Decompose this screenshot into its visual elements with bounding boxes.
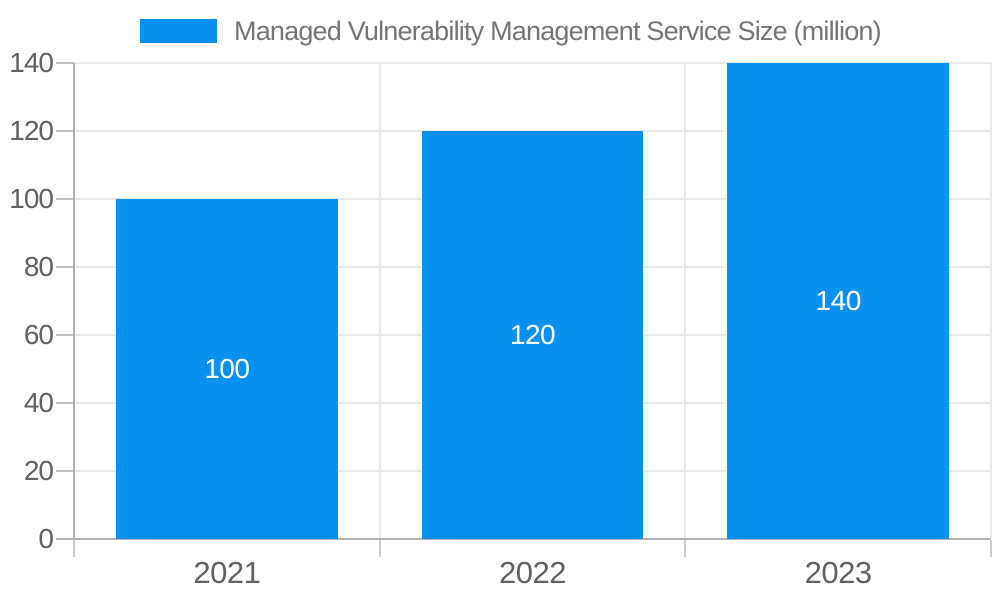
chart-title: Managed Vulnerability Management Service… bbox=[234, 15, 882, 46]
y-axis-tick bbox=[56, 130, 74, 132]
y-axis-tick bbox=[56, 62, 74, 64]
category-gridline bbox=[684, 63, 687, 539]
y-tick-label: 80 bbox=[23, 251, 54, 282]
x-axis-tick bbox=[990, 540, 992, 557]
y-tick-label: 40 bbox=[23, 387, 54, 418]
y-axis-tick bbox=[56, 334, 74, 336]
y-tick-label: 140 bbox=[9, 47, 54, 78]
bar-value-label: 100 bbox=[204, 353, 250, 384]
x-tick-label: 2022 bbox=[499, 555, 566, 590]
y-axis-tick bbox=[56, 266, 74, 268]
x-tick-label: 2023 bbox=[804, 555, 872, 590]
y-axis-line bbox=[73, 63, 75, 539]
y-axis-tick bbox=[56, 470, 74, 472]
bar-value-label: 120 bbox=[509, 319, 556, 350]
y-tick-label: 20 bbox=[23, 455, 54, 486]
x-tick-label: 2021 bbox=[193, 555, 261, 590]
legend[interactable]: Managed Vulnerability Management Service… bbox=[140, 14, 882, 48]
x-axis-tick bbox=[73, 540, 75, 557]
y-tick-label: 0 bbox=[38, 523, 54, 554]
y-gridline bbox=[74, 62, 991, 64]
x-axis-tick bbox=[684, 540, 687, 557]
legend-swatch[interactable] bbox=[140, 19, 217, 43]
y-tick-label: 120 bbox=[9, 115, 54, 146]
y-axis-tick bbox=[56, 198, 74, 200]
x-axis-tick bbox=[378, 540, 381, 557]
y-tick-label: 60 bbox=[23, 319, 54, 350]
x-axis-line bbox=[56, 538, 991, 540]
category-gridline bbox=[378, 63, 381, 539]
y-axis-tick bbox=[56, 402, 74, 404]
y-tick-label: 100 bbox=[9, 183, 54, 214]
bar-value-label: 140 bbox=[815, 285, 862, 316]
bar-2021[interactable] bbox=[116, 199, 338, 539]
bar-2022[interactable] bbox=[421, 131, 644, 539]
bar-2023[interactable] bbox=[727, 63, 949, 539]
category-gridline bbox=[990, 63, 992, 539]
